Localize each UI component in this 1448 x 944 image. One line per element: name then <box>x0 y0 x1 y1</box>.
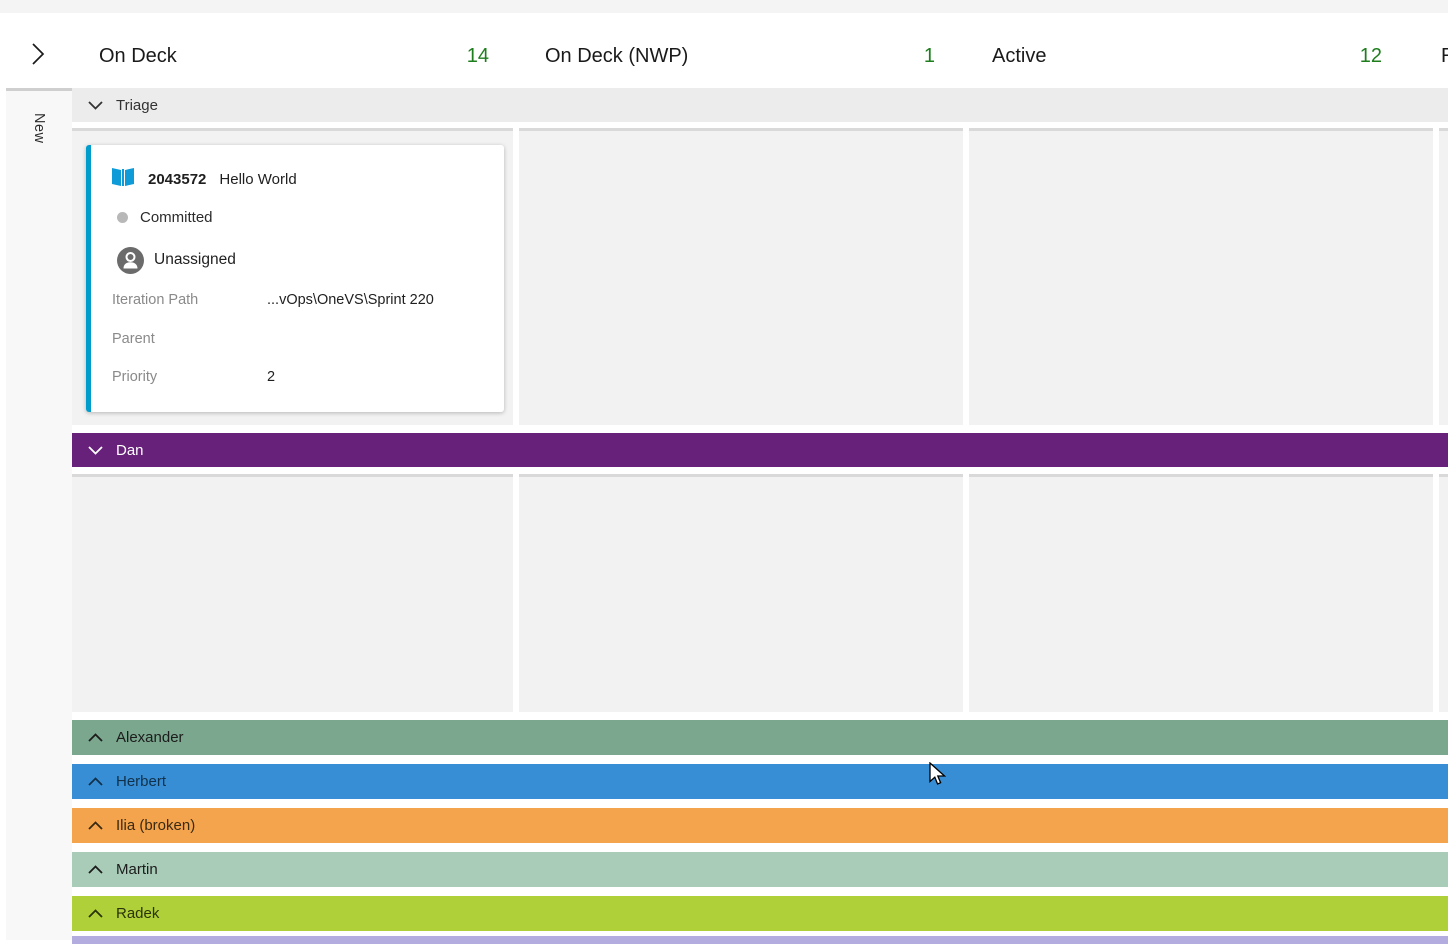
swimlane-header-triage[interactable]: Triage <box>72 88 1448 122</box>
field-label: Priority <box>112 369 158 385</box>
swimlane-header-alexander[interactable]: Alexander <box>72 720 1448 755</box>
column-title: Resolved <box>1441 45 1448 68</box>
chevron-up-icon <box>88 821 103 830</box>
board-cell-active-triage <box>969 128 1433 425</box>
column-title: On Deck (NWP) <box>545 44 689 67</box>
column-header-active: Active 12 <box>969 38 1433 74</box>
swimlane-label: Triage <box>116 96 158 114</box>
column-header-on-deck-nwp: On Deck (NWP) 1 <box>519 38 963 74</box>
field-value: ...vOps\OneVS\Sprint 220 <box>267 292 434 308</box>
avatar-unassigned-icon[interactable] <box>117 246 144 274</box>
card-field-iteration-path: Iteration Path ...vOps\OneVS\Sprint 220 <box>112 292 434 312</box>
column-count: 1 <box>923 44 935 67</box>
board-cell-active-dan <box>969 474 1433 712</box>
column-title: Active <box>992 44 1047 67</box>
chevron-up-icon <box>88 909 103 918</box>
swimlane-label: Martin <box>116 861 158 878</box>
swimlane-label: Herbert <box>116 773 167 790</box>
chevron-up-icon <box>88 865 103 874</box>
swimlane-label: Ilia (broken) <box>116 817 196 834</box>
swimlane-label: Radek <box>116 905 160 922</box>
board-cell-on-deck-nwp-triage <box>519 128 963 425</box>
swimlane-header-radek[interactable]: Radek <box>72 896 1448 931</box>
swimlane-label: Dan <box>116 441 144 459</box>
card-accent-bar <box>86 145 91 412</box>
book-icon <box>110 166 136 193</box>
swimlane-header-martin[interactable]: Martin <box>72 852 1448 887</box>
board-cell-resolved-dan <box>1439 474 1448 712</box>
column-count: 12 <box>1359 44 1382 67</box>
expand-column-button[interactable] <box>26 42 50 70</box>
card-field-priority: Priority 2 <box>112 369 275 389</box>
work-item-id: 2043572 <box>148 170 207 188</box>
assigned-to[interactable]: Unassigned <box>154 251 236 268</box>
work-item-card[interactable]: 2043572 Hello World Committed Unassigned… <box>86 145 504 412</box>
column-count: 14 <box>466 44 489 67</box>
work-item-state: Committed <box>140 208 213 226</box>
swimlane-header-herbert[interactable]: Herbert <box>72 764 1448 799</box>
swimlane-label: Alexander <box>116 729 184 746</box>
column-header-resolved: Resolved <box>1441 38 1448 74</box>
board-cell-on-deck-nwp-dan <box>519 474 963 712</box>
card-field-parent: Parent <box>112 331 267 351</box>
collapsed-column-label: New <box>31 113 47 144</box>
field-value: 2 <box>267 369 276 385</box>
column-title: On Deck <box>99 44 177 67</box>
chevron-down-icon <box>88 100 103 110</box>
state-dot-icon <box>117 211 128 223</box>
field-label: Parent <box>112 331 155 347</box>
window-top-strip <box>0 0 1448 13</box>
field-label: Iteration Path <box>112 292 199 308</box>
swimlane-header-dan[interactable]: Dan <box>72 433 1448 467</box>
column-header-on-deck: On Deck 14 <box>72 38 513 74</box>
chevron-up-icon <box>88 777 103 786</box>
work-item-title-link[interactable]: Hello World <box>219 170 297 188</box>
board-cell-resolved-triage <box>1439 128 1448 425</box>
chevron-right-icon <box>31 41 46 72</box>
chevron-down-icon <box>88 445 103 455</box>
collapsed-column-new[interactable]: New <box>6 88 72 940</box>
chevron-up-icon <box>88 733 103 742</box>
board-cell-on-deck-dan <box>72 474 513 712</box>
swimlane-header-partial[interactable] <box>72 936 1448 944</box>
swimlane-header-ilia[interactable]: Ilia (broken) <box>72 808 1448 843</box>
